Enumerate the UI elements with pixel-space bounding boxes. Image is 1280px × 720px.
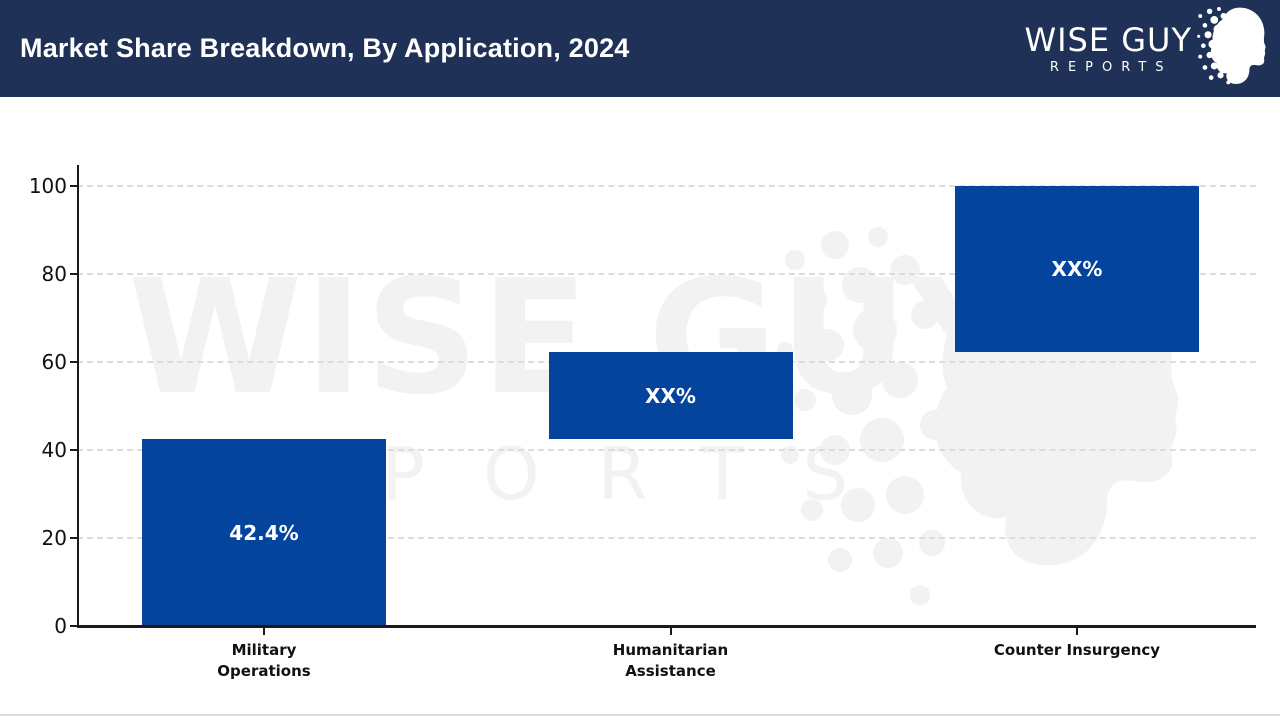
wiseguy-logo: WISE GUY REPORTS — [1024, 4, 1272, 92]
bar-counter-insurgency: XX% — [955, 186, 1199, 352]
page-title: Market Share Breakdown, By Application, … — [20, 33, 630, 63]
y-tick-100 — [70, 185, 77, 187]
bar-value-label: XX% — [1051, 256, 1103, 281]
x-tick-1 — [669, 628, 672, 635]
y-tick-label-60: 60 — [41, 350, 67, 374]
wiseguy-logo-text: WISE GUY REPORTS — [1024, 22, 1192, 75]
y-axis-line — [77, 165, 79, 627]
bar-military-operations: 42.4% — [142, 439, 386, 626]
category-label-line: Humanitarian — [612, 641, 729, 659]
y-tick-label-40: 40 — [41, 438, 67, 462]
bar-value-label: 42.4% — [229, 520, 299, 545]
category-label-line: Operations — [217, 662, 311, 680]
y-tick-60 — [70, 361, 77, 363]
x-axis-line — [77, 625, 1256, 628]
gridline-20 — [77, 537, 1256, 539]
x-tick-0 — [263, 628, 265, 635]
gridline-100 — [77, 185, 1256, 187]
bar-value-label: XX% — [645, 383, 696, 408]
y-tick-80 — [70, 273, 77, 275]
gridline-40 — [77, 449, 1256, 451]
y-tick-0 — [70, 625, 77, 627]
wiseguy-face-icon — [1197, 7, 1266, 85]
category-label-1: Humanitarian Assistance — [531, 640, 811, 682]
y-tick-40 — [70, 449, 77, 451]
y-tick-label-80: 80 — [41, 262, 67, 286]
y-tick-label-20: 20 — [41, 526, 67, 550]
wiseguy-logo-subtitle: REPORTS — [1049, 59, 1173, 75]
category-label-0: Military Operations — [124, 640, 404, 682]
y-tick-20 — [70, 537, 77, 539]
wiseguy-logo-wordmark: WISE GUY — [1024, 20, 1192, 59]
bottom-divider — [0, 714, 1280, 716]
category-label-line: Assistance — [625, 662, 716, 680]
category-label-2: Counter Insurgency — [937, 640, 1217, 661]
header-band: Market Share Breakdown, By Application, … — [0, 0, 1280, 97]
category-label-line: Counter Insurgency — [993, 641, 1161, 659]
gridline-80 — [77, 273, 1256, 275]
bar-humanitarian-assistance: XX% — [548, 351, 793, 440]
x-tick-2 — [1076, 628, 1078, 635]
category-label-line: Military — [231, 641, 297, 659]
y-tick-label-100: 100 — [28, 174, 67, 198]
y-tick-label-0: 0 — [54, 614, 67, 638]
